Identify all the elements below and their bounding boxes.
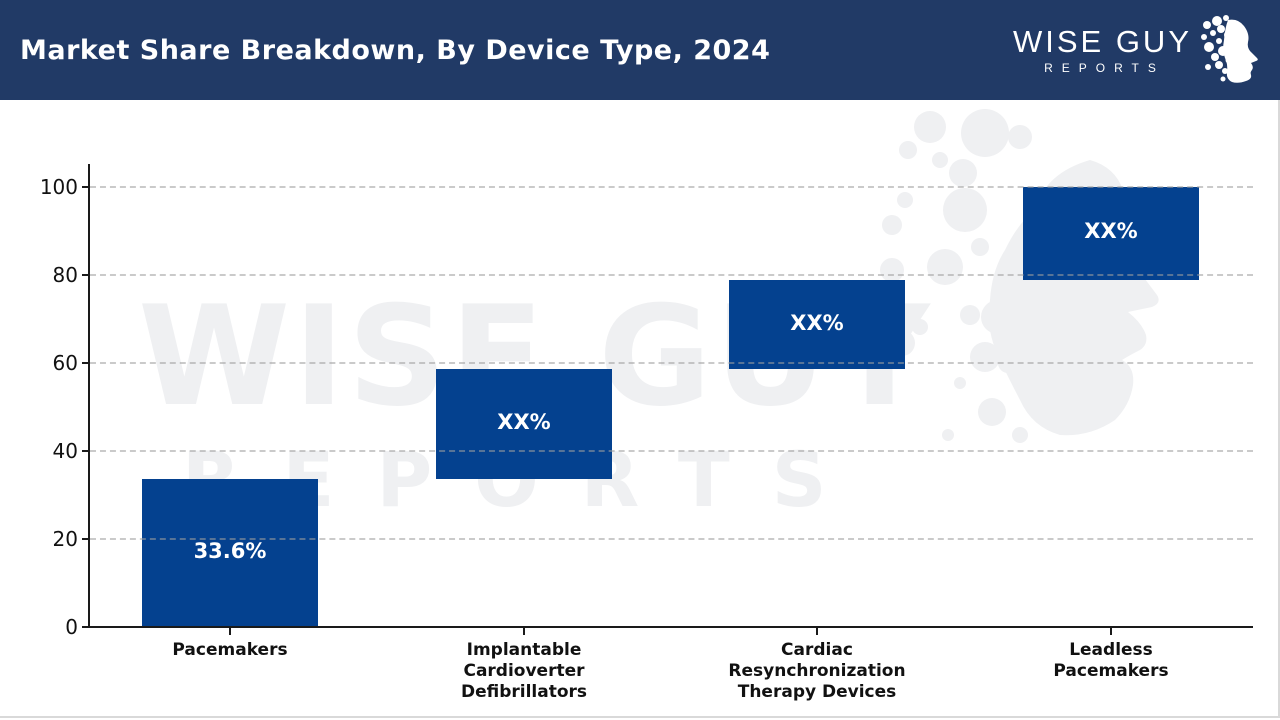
bar-0 — [142, 479, 318, 627]
x-axis-line — [88, 626, 1253, 628]
bar-value-3: XX% — [1084, 219, 1138, 244]
gridline-100 — [90, 186, 1253, 188]
x-tickmark-2 — [816, 628, 818, 635]
x-category-label-1: Implantable Cardioverter Defibrillators — [404, 640, 644, 703]
x-category-label-line: Implantable — [466, 640, 582, 660]
x-tickmark-1 — [523, 628, 525, 635]
x-category-label-line: Pacemakers — [1053, 661, 1169, 681]
bar-value-1: XX% — [497, 410, 551, 435]
y-tick-label-100: 100 — [39, 175, 78, 199]
x-category-label-line: Cardiac — [781, 640, 853, 660]
y-tickmark-80 — [82, 274, 88, 276]
bar-value-0: 33.6% — [193, 539, 267, 564]
y-tickmark-100 — [82, 186, 88, 188]
x-category-label-line: Pacemakers — [172, 640, 288, 660]
y-tick-label-0: 0 — [65, 615, 78, 639]
logo-text: WISE GUY REPORTS — [1013, 26, 1192, 74]
y-tick-label-20: 20 — [52, 527, 78, 551]
y-axis-line — [88, 164, 90, 628]
page-title: Market Share Breakdown, By Device Type, … — [20, 34, 771, 66]
gridline-60 — [90, 362, 1253, 364]
logo-wordmark: WISE GUY — [1012, 24, 1192, 59]
y-tick-label-80: 80 — [52, 263, 78, 287]
x-category-label-0: Pacemakers — [110, 640, 350, 661]
y-tick-label-60: 60 — [52, 351, 78, 375]
bar-3 — [1023, 187, 1199, 280]
x-category-label-line: Resynchronization — [728, 661, 906, 681]
header-bar: Market Share Breakdown, By Device Type, … — [0, 0, 1280, 100]
y-tickmark-60 — [82, 362, 88, 364]
logo-head-icon — [1201, 15, 1258, 83]
x-category-label-line: Therapy Devices — [737, 682, 897, 702]
y-tickmark-0 — [82, 626, 88, 628]
gridline-40 — [90, 450, 1253, 452]
y-tickmark-40 — [82, 450, 88, 452]
x-tickmark-3 — [1110, 628, 1112, 635]
logo-subtitle: REPORTS — [1044, 61, 1165, 75]
watermark-head-graphic — [880, 109, 1159, 443]
gridline-20 — [90, 538, 1253, 540]
bar-1 — [436, 369, 612, 480]
x-category-label-line: Cardioverter — [463, 661, 585, 681]
bar-value-2: XX% — [790, 310, 844, 335]
y-tickmark-20 — [82, 538, 88, 540]
wise-guy-logo: WISE GUY REPORTS — [1013, 12, 1260, 88]
x-category-label-line: Defibrillators — [460, 682, 588, 702]
x-category-label-line: Leadless — [1069, 640, 1153, 660]
x-category-label-2: Cardiac Resynchronization Therapy Devices — [697, 640, 937, 703]
bar-2 — [729, 279, 905, 370]
gridline-80 — [90, 274, 1253, 276]
x-category-label-3: Leadless Pacemakers — [991, 640, 1231, 682]
y-tick-label-40: 40 — [52, 439, 78, 463]
x-tickmark-0 — [229, 628, 231, 635]
